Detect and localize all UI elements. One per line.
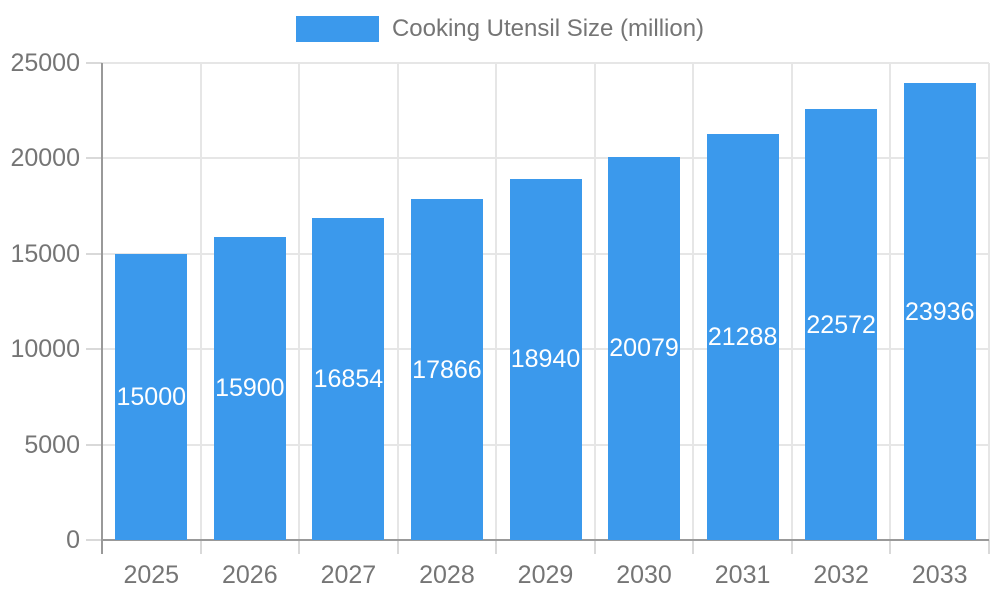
bar-2027[interactable] (312, 218, 385, 540)
y-axis-label: 10000 (10, 335, 80, 364)
x-gridline (298, 63, 301, 540)
bar-2026[interactable] (213, 236, 286, 540)
bar-2030[interactable] (608, 156, 681, 540)
x-axis-label: 2029 (517, 561, 574, 589)
x-axis-label: 2028 (419, 561, 475, 589)
x-tick (790, 540, 793, 554)
x-tick (593, 540, 596, 554)
x-tick (298, 540, 301, 554)
x-gridline (396, 63, 399, 540)
bar-2029[interactable] (509, 178, 582, 540)
x-gridline (692, 63, 695, 540)
y-axis-label: 5000 (24, 430, 80, 459)
bar-2031[interactable] (706, 133, 779, 540)
bar-2028[interactable] (410, 199, 483, 540)
x-axis-label: 2025 (123, 561, 180, 589)
bar-2033[interactable] (903, 83, 976, 540)
y-tick (86, 252, 102, 255)
y-tick (86, 348, 102, 351)
x-axis-label: 2026 (222, 561, 278, 589)
x-gridline (790, 63, 793, 540)
bar-2032[interactable] (805, 109, 878, 540)
x-axis-line (101, 539, 989, 541)
y-axis-label: 25000 (10, 49, 80, 77)
y-tick (86, 443, 102, 446)
x-axis-label: 2031 (714, 561, 771, 589)
x-tick (199, 540, 202, 554)
x-gridline (199, 63, 202, 540)
y-tick (86, 62, 102, 64)
y-gridline (102, 157, 989, 160)
y-axis-label: 0 (66, 526, 80, 554)
x-axis-label: 2030 (616, 561, 672, 589)
bar-2025[interactable] (115, 253, 188, 540)
x-gridline (495, 63, 498, 540)
x-tick (889, 540, 892, 554)
x-tick (396, 540, 399, 554)
x-tick (692, 540, 695, 554)
x-gridline (988, 63, 990, 540)
y-gridline (102, 62, 989, 64)
legend-label: Cooking Utensil Size (million) (391, 15, 705, 42)
x-tick (495, 540, 498, 554)
y-tick (86, 539, 102, 541)
y-axis-label: 15000 (10, 239, 80, 268)
x-axis-label: 2032 (813, 561, 869, 589)
x-gridline (593, 63, 596, 540)
y-axis-line (101, 63, 103, 554)
x-gridline (889, 63, 892, 540)
y-tick (86, 157, 102, 160)
x-axis-label: 2027 (320, 561, 377, 589)
x-tick (988, 540, 990, 554)
legend-swatch (295, 16, 379, 42)
x-axis-label: 2033 (911, 561, 968, 589)
legend[interactable]: Cooking Utensil Size (million) (0, 15, 1000, 43)
y-axis-label: 20000 (10, 144, 80, 173)
